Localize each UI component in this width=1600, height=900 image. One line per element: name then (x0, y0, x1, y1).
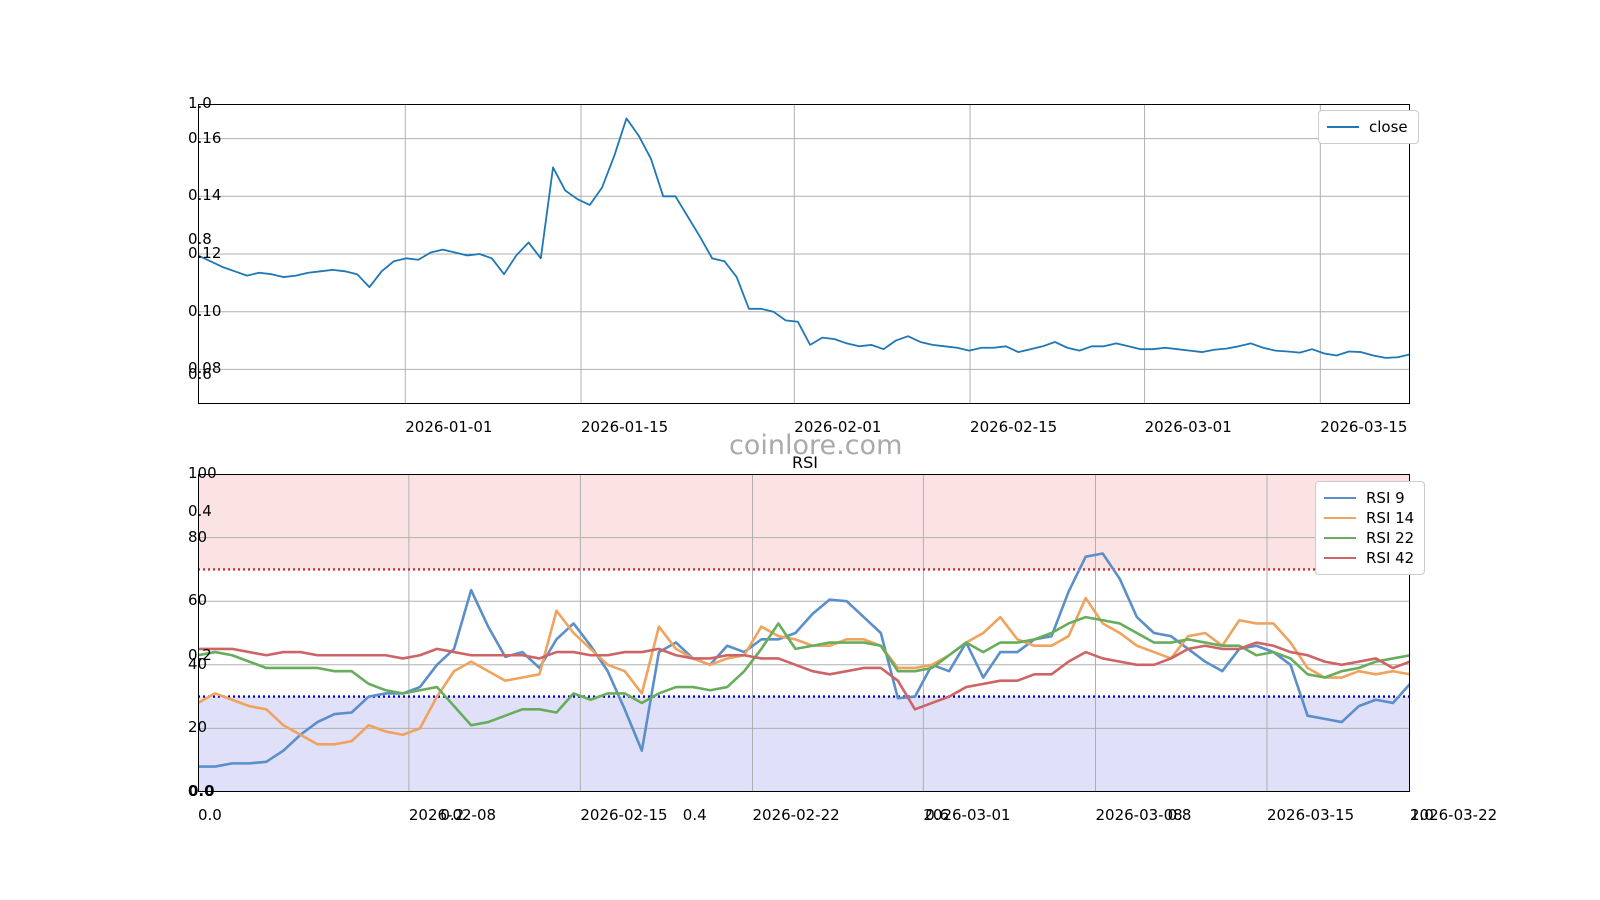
rsi-panel-title: RSI (792, 453, 818, 472)
legend-item[interactable]: RSI 9 (1324, 488, 1414, 508)
legend-item[interactable]: RSI 42 (1324, 548, 1414, 568)
legend-item-label: close (1369, 118, 1408, 136)
price-chart-panel (198, 104, 1410, 404)
rsi-chart-panel (198, 474, 1410, 792)
legend-item-label: RSI 14 (1366, 509, 1415, 527)
price-chart-legend[interactable]: close (1318, 110, 1419, 144)
rsi-chart-svg (198, 474, 1410, 792)
legend-item[interactable]: RSI 14 (1324, 508, 1414, 528)
coinlore-watermark: coinlore.com (729, 430, 903, 461)
legend-line-icon (1324, 497, 1356, 499)
legend-item-label: RSI 42 (1366, 549, 1415, 567)
legend-line-icon (1324, 557, 1356, 559)
legend-line-icon (1324, 537, 1356, 539)
legend-line-icon (1324, 517, 1356, 519)
rsi-chart-legend[interactable]: RSI 9 RSI 14 RSI 22 RSI 42 (1315, 481, 1426, 575)
legend-item[interactable]: RSI 22 (1324, 528, 1414, 548)
legend-item[interactable]: close (1327, 117, 1408, 137)
legend-item-label: RSI 9 (1366, 489, 1405, 507)
legend-item-label: RSI 22 (1366, 529, 1415, 547)
legend-line-icon (1327, 126, 1359, 128)
price-chart-svg (198, 104, 1410, 404)
